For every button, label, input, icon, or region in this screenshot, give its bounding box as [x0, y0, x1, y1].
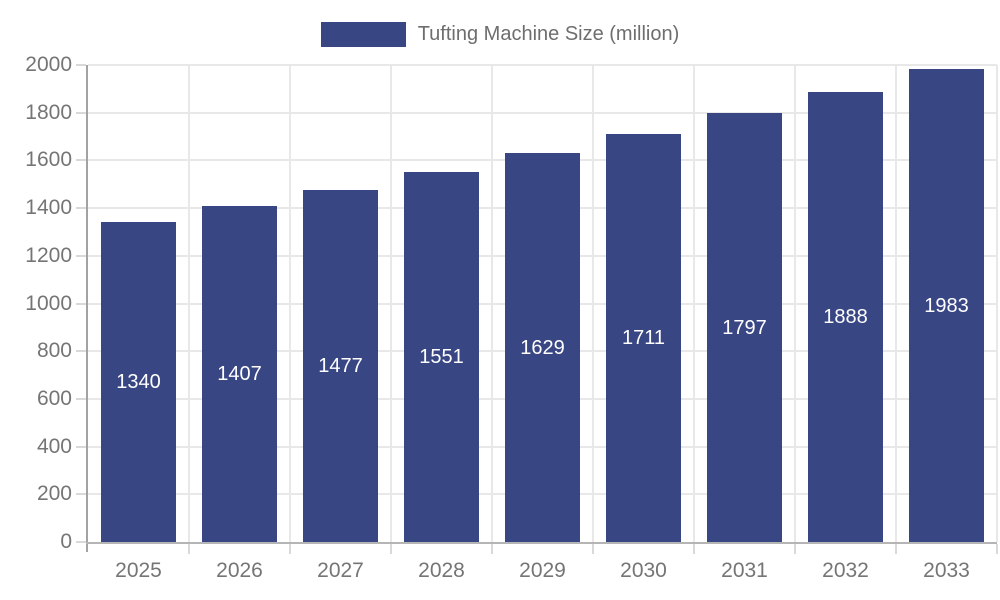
x-gridline [491, 65, 493, 542]
bar[interactable]: 1407 [202, 206, 277, 542]
bar[interactable]: 1477 [303, 189, 378, 542]
legend-swatch [320, 21, 406, 47]
x-axis-tick [592, 544, 594, 554]
x-tick-label: 2027 [317, 559, 364, 582]
bar-value-label: 1340 [116, 371, 161, 394]
y-tick-label: 1400 [25, 196, 72, 220]
x-axis-tick [491, 544, 493, 554]
x-gridline [289, 65, 291, 542]
x-axis-tick [794, 544, 796, 554]
x-axis-tick [289, 544, 291, 554]
y-axis-tick [76, 350, 86, 353]
y-axis-tick [76, 207, 86, 210]
bar-value-label: 1983 [924, 294, 969, 317]
x-gridline [188, 65, 190, 542]
x-axis-line [86, 542, 997, 544]
x-tick-label: 2033 [923, 559, 970, 582]
x-gridline [996, 65, 998, 542]
bar[interactable]: 1888 [808, 91, 883, 542]
x-gridline [390, 65, 392, 542]
y-axis-tick [76, 302, 86, 305]
x-tick-label: 2029 [519, 559, 566, 582]
x-gridline [693, 65, 695, 542]
bar[interactable]: 1797 [707, 113, 782, 542]
y-tick-label: 200 [36, 482, 72, 506]
y-axis-tick [76, 64, 86, 66]
x-tick-label: 2028 [418, 559, 465, 582]
x-tick-label: 2026 [216, 559, 263, 582]
y-axis-tick [76, 254, 86, 257]
y-tick-label: 600 [36, 386, 72, 410]
bar[interactable]: 1711 [606, 133, 681, 542]
x-tick-label: 2030 [620, 559, 667, 582]
y-axis-tick [76, 159, 86, 162]
y-axis-tick [76, 111, 86, 114]
y-tick-label: 800 [36, 339, 72, 363]
y-axis-tick [76, 397, 86, 400]
bar[interactable]: 1983 [909, 69, 984, 542]
x-tick-label: 2031 [721, 559, 768, 582]
bar-value-label: 1797 [722, 316, 767, 339]
y-gridline [88, 111, 997, 114]
bar-value-label: 1711 [621, 326, 665, 349]
y-axis-line [86, 65, 88, 552]
x-gridline [592, 65, 594, 542]
x-axis-tick [390, 544, 392, 554]
bar[interactable]: 1629 [505, 153, 580, 542]
x-axis-tick [996, 544, 998, 554]
y-axis-tick [76, 493, 86, 496]
x-tick-label: 2032 [822, 559, 869, 582]
x-gridline [794, 65, 796, 542]
bar[interactable]: 1551 [404, 172, 479, 542]
bar-value-label: 1888 [823, 305, 868, 328]
legend[interactable]: Tufting Machine Size (million) [0, 20, 1000, 48]
y-tick-label: 0 [60, 530, 72, 553]
x-axis-tick [693, 544, 695, 554]
bar-value-label: 1407 [217, 363, 262, 386]
y-axis-tick [76, 445, 86, 448]
y-tick-label: 400 [36, 434, 72, 458]
x-gridline [895, 65, 897, 542]
legend-label: Tufting Machine Size (million) [417, 22, 680, 45]
bar-value-label: 1477 [318, 354, 363, 377]
y-gridline [88, 64, 997, 66]
x-axis-tick [895, 544, 897, 554]
y-tick-label: 1600 [25, 148, 72, 172]
y-tick-label: 1800 [25, 100, 72, 124]
bar-value-label: 1551 [419, 346, 464, 369]
y-tick-label: 1000 [25, 291, 72, 315]
x-tick-label: 2025 [115, 559, 162, 582]
bar[interactable]: 1340 [101, 222, 176, 542]
bar-value-label: 1629 [520, 336, 565, 359]
y-tick-label: 1200 [25, 243, 72, 267]
x-axis-tick [188, 544, 190, 554]
y-tick-label: 2000 [25, 53, 72, 76]
y-axis-tick [76, 541, 86, 543]
plot-area: 0 200 400 600 800 1000 1200 1400 1600 1800 2000 134… [25, 54, 998, 582]
